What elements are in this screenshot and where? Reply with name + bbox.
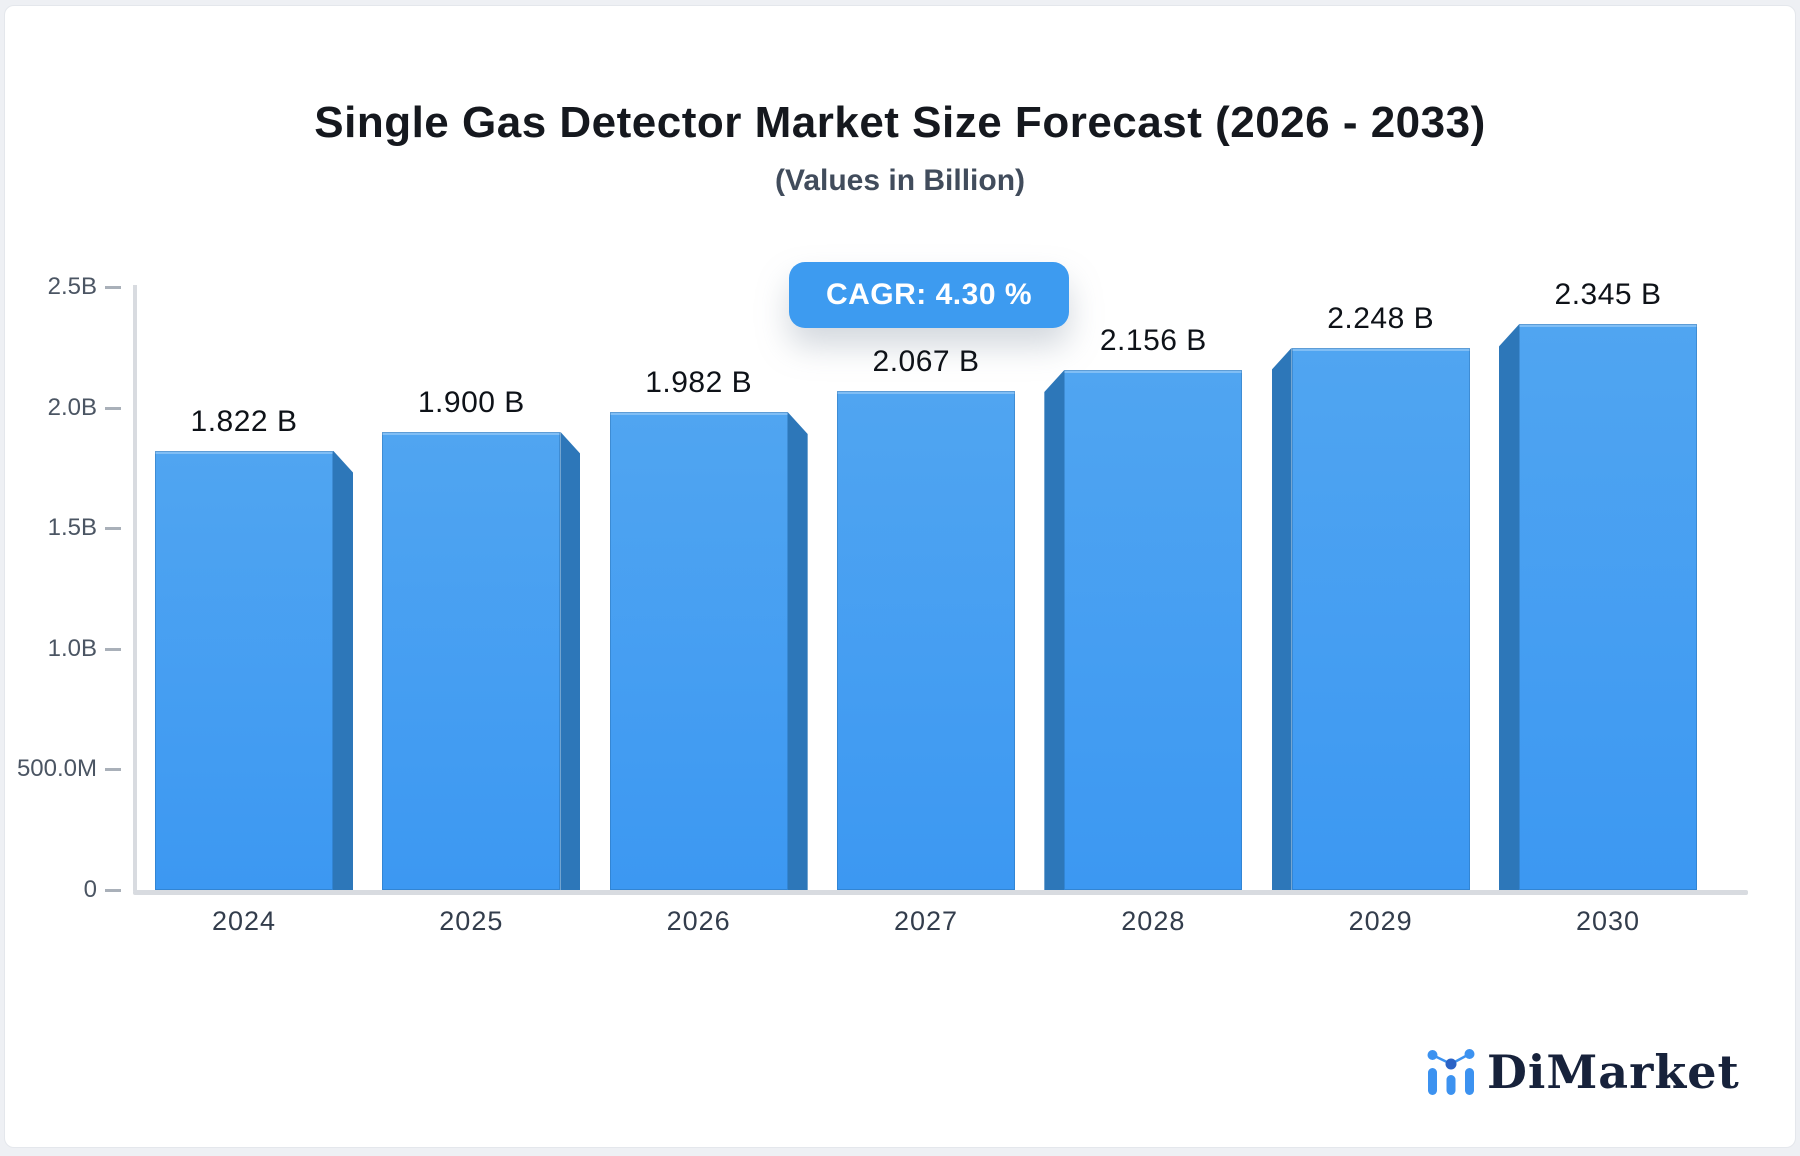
- x-axis-baseline: [133, 890, 1748, 895]
- x-axis-label: 2030: [1575, 906, 1641, 936]
- y-tick-mark: [105, 406, 121, 410]
- bar-3d-side: [1044, 369, 1065, 890]
- x-axis-label: 2028: [1121, 906, 1186, 936]
- bar-value-label: 2.067 B: [872, 345, 980, 379]
- bar-value-label: 2.156 B: [1099, 323, 1207, 357]
- y-tick-mark: [105, 286, 121, 289]
- bar-2030: [1519, 324, 1697, 890]
- y-tick-label: 0: [83, 876, 97, 903]
- bar-2028: [1064, 369, 1243, 890]
- bar-value-label: 2.345 B: [1554, 278, 1662, 312]
- x-axis-label: 2024: [211, 906, 277, 936]
- x-axis-label: 2025: [439, 906, 504, 936]
- bar-3d-side: [1271, 347, 1292, 890]
- bar-3d-side: [560, 431, 581, 890]
- bar-3d-side: [1499, 324, 1519, 890]
- brand-logo: DiMarket: [1425, 1044, 1740, 1100]
- y-tick-mark: [105, 768, 121, 772]
- bar-2027: [837, 391, 1015, 890]
- y-tick-label: 1.5B: [47, 514, 97, 542]
- y-tick-mark: [105, 889, 121, 892]
- y-tick-label: 1.0B: [47, 634, 97, 662]
- bar-value-label: 2.248 B: [1327, 301, 1435, 335]
- bar-3d-side: [333, 450, 353, 890]
- chart-card: Single Gas Detector Market Size Forecast…: [4, 5, 1796, 1148]
- bar-2029: [1291, 347, 1470, 890]
- cagr-badge: CAGR: 4.30 %: [789, 262, 1069, 328]
- bar-value-label: 1.982 B: [645, 365, 753, 399]
- bar-line-chart-icon: [1427, 1049, 1475, 1095]
- bar-value-label: 1.900 B: [417, 385, 525, 419]
- y-tick-mark: [105, 527, 121, 531]
- bar-2024: [155, 450, 333, 890]
- cagr-label: CAGR: 4.30 %: [825, 278, 1033, 311]
- brand-name: DiMarket: [1487, 1045, 1740, 1099]
- bar-2025: [382, 431, 561, 890]
- bar-2026: [609, 411, 788, 890]
- y-tick-mark: [105, 647, 121, 651]
- y-tick-label: 2.5B: [47, 273, 97, 300]
- bar-3d-side: [787, 411, 808, 890]
- y-tick-label: 2.0B: [47, 393, 97, 421]
- bar-value-label: 1.822 B: [190, 404, 298, 438]
- x-axis-label: 2027: [893, 906, 959, 936]
- y-tick-label: 500.0M: [16, 755, 97, 783]
- x-axis-label: 2029: [1348, 906, 1413, 936]
- chart-title: Single Gas Detector Market Size Forecast…: [314, 98, 1486, 147]
- chart-subtitle: (Values in Billion): [774, 164, 1026, 197]
- y-axis-line: [133, 285, 137, 891]
- x-axis-label: 2026: [666, 906, 731, 936]
